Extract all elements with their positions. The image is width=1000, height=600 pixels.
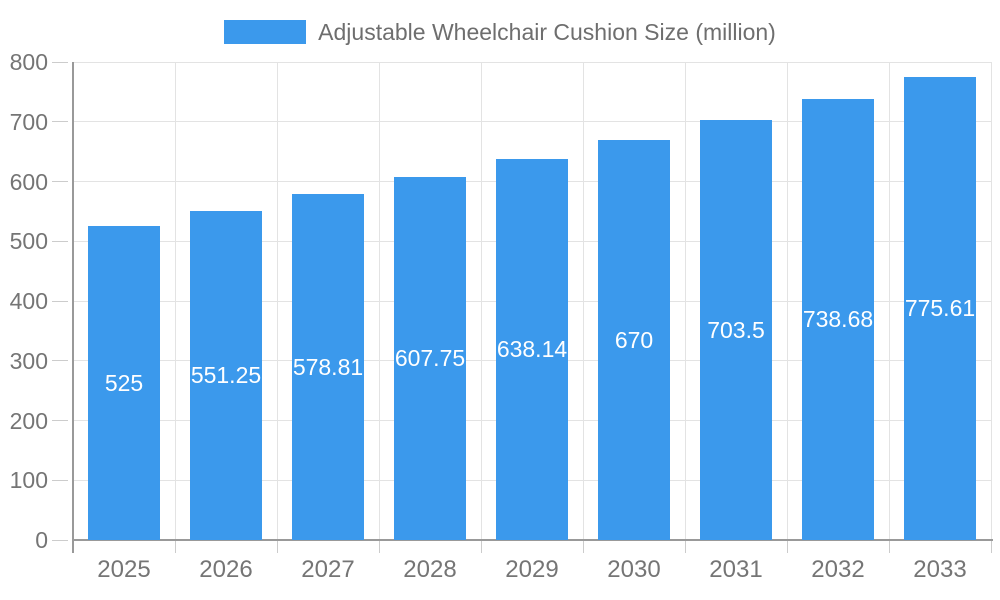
x-axis-line <box>73 539 993 541</box>
y-axis-tick <box>52 300 68 302</box>
x-tick-label: 2033 <box>913 556 967 583</box>
gridline-vertical <box>786 62 788 540</box>
gridline-vertical <box>378 62 380 540</box>
bar-value-label: 551.25 <box>190 362 262 389</box>
bar[interactable] <box>394 176 466 540</box>
x-tick-label: 2032 <box>811 556 865 583</box>
bar[interactable] <box>496 158 568 540</box>
y-tick-label: 500 <box>9 228 48 255</box>
gridline-horizontal <box>73 121 991 123</box>
bar-value-label: 775.61 <box>904 295 976 322</box>
legend-swatch <box>224 20 307 44</box>
legend[interactable]: Adjustable Wheelchair Cushion Size (mill… <box>0 18 1000 46</box>
y-axis-tick <box>52 181 68 182</box>
x-tick-label: 2029 <box>505 556 559 583</box>
gridline-vertical <box>888 62 890 540</box>
bar-value-label: 638.14 <box>496 336 568 363</box>
y-axis-tick <box>52 360 68 362</box>
x-axis-tick <box>378 540 380 553</box>
x-tick-label: 2028 <box>403 556 457 583</box>
bar-value-label: 703.5 <box>707 316 765 343</box>
gridline-vertical <box>582 62 584 540</box>
legend-label: Adjustable Wheelchair Cushion Size (mill… <box>318 18 776 45</box>
bar-value-label: 525 <box>104 370 144 397</box>
bar-value-label: 607.75 <box>394 345 466 372</box>
x-tick-label: 2027 <box>301 556 355 583</box>
bar[interactable] <box>598 139 670 540</box>
y-axis-tick <box>52 420 68 421</box>
y-axis-tick <box>52 479 68 481</box>
bar[interactable] <box>190 210 262 540</box>
bar-value-label: 578.81 <box>292 354 364 381</box>
x-axis-tick <box>174 540 176 553</box>
x-axis-tick <box>990 540 992 553</box>
gridline-vertical <box>990 62 992 540</box>
y-axis-line <box>72 62 74 553</box>
gridline-horizontal <box>73 61 991 63</box>
x-axis-tick <box>684 540 686 553</box>
y-tick-label: 600 <box>9 168 48 195</box>
y-tick-label: 400 <box>9 288 48 314</box>
gridline-vertical <box>480 62 482 540</box>
x-tick-label: 2031 <box>709 556 763 583</box>
x-tick-label: 2025 <box>97 556 151 583</box>
bar[interactable] <box>700 119 772 540</box>
x-tick-label: 2026 <box>199 556 253 583</box>
gridline-vertical <box>276 62 278 540</box>
gridline-vertical <box>684 62 686 540</box>
bar-value-label: 738.68 <box>802 306 874 333</box>
x-axis-tick <box>480 540 482 553</box>
y-axis-tick <box>52 240 68 242</box>
x-tick-label: 2030 <box>607 556 661 583</box>
bar[interactable] <box>802 98 874 540</box>
bar[interactable] <box>904 76 976 540</box>
bar[interactable] <box>292 194 364 540</box>
y-tick-label: 800 <box>9 49 48 75</box>
x-axis-tick <box>786 540 788 553</box>
y-axis-tick <box>52 539 68 541</box>
bar[interactable] <box>88 226 160 540</box>
y-tick-label: 300 <box>9 347 48 374</box>
x-axis-tick <box>888 540 890 553</box>
bar-value-label: 670 <box>614 326 654 353</box>
y-tick-label: 100 <box>9 467 48 494</box>
y-tick-label: 0 <box>35 527 48 553</box>
x-axis-tick <box>276 540 278 553</box>
x-axis-tick <box>582 540 584 553</box>
gridline-vertical <box>174 62 176 540</box>
y-tick-label: 700 <box>9 108 48 135</box>
y-axis-tick <box>52 61 68 63</box>
y-axis-tick <box>52 121 68 123</box>
y-tick-label: 200 <box>9 407 48 434</box>
